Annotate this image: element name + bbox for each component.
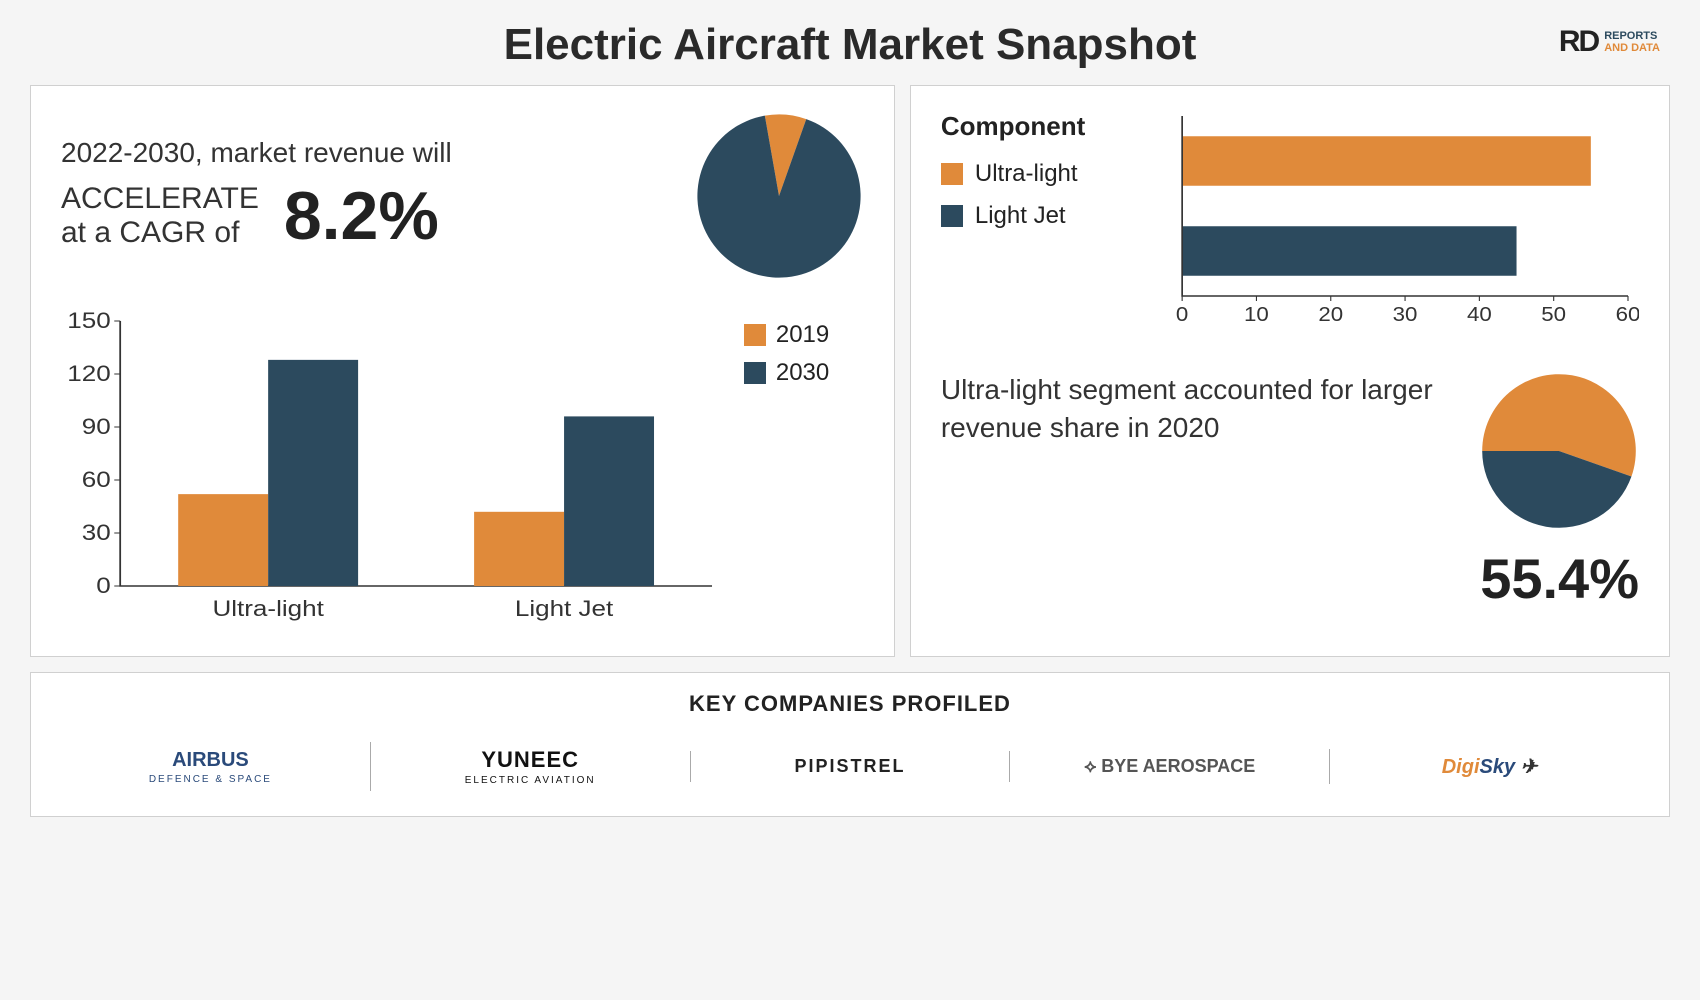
y-tick-label: 0 <box>96 574 110 599</box>
cagr-accelerate: ACCELERATE <box>61 182 259 215</box>
legend-row: Ultra-light <box>941 160 1141 188</box>
company-name: BYE AEROSPACE <box>1101 756 1255 776</box>
legend-row: 2030 <box>744 359 864 387</box>
y-tick-label: 90 <box>82 415 111 440</box>
legend-swatch <box>744 362 766 384</box>
legend-swatch <box>744 324 766 346</box>
companies-heading: KEY COMPANIES PROFILED <box>51 691 1649 717</box>
x-category-label: Light Jet <box>515 597 614 622</box>
x-tick-label: 40 <box>1467 304 1492 326</box>
component-hbar-chart: 0 10 20 30 40 50 60 <box>1171 111 1639 331</box>
hbar <box>1182 226 1516 276</box>
bar <box>268 360 358 586</box>
legend-label: 2030 <box>776 359 829 387</box>
panel-component: Component Ultra-light Light Jet 0 10 20 30 40… <box>910 85 1670 657</box>
y-tick-label: 30 <box>82 521 111 546</box>
bar <box>564 416 654 586</box>
x-category-label: Ultra-light <box>212 597 324 622</box>
company-name: PIPISTREL <box>794 756 905 776</box>
y-tick-label: 120 <box>67 362 110 387</box>
grouped-bar-legend: 2019 2030 <box>744 311 864 631</box>
logo-line2: AND DATA <box>1604 42 1660 54</box>
legend-label: 2019 <box>776 321 829 349</box>
cagr-at: at a CAGR of <box>61 216 239 249</box>
company-digisky: DigiSky ✈ <box>1329 749 1649 784</box>
x-tick-label: 30 <box>1393 304 1418 326</box>
company-sub: DEFENCE & SPACE <box>61 774 360 785</box>
logo-line1: REPORTS <box>1604 30 1657 42</box>
logo-mark: RD <box>1559 25 1598 59</box>
company-airbus: AIRBUS DEFENCE & SPACE <box>51 744 370 790</box>
company-sub: ELECTRIC AVIATION <box>381 775 680 786</box>
legend-label: Light Jet <box>975 202 1066 230</box>
company-name: AIRBUS <box>172 749 249 771</box>
brand-logo: RD REPORTS AND DATA <box>1559 25 1660 59</box>
companies-panel: KEY COMPANIES PROFILED AIRBUS DEFENCE & … <box>30 672 1670 817</box>
legend-swatch <box>941 205 963 227</box>
bar <box>178 494 268 586</box>
company-name: YUNEEC <box>481 747 579 772</box>
company-pipistrel: PIPISTREL <box>690 751 1010 782</box>
bar <box>474 512 564 586</box>
x-tick-label: 10 <box>1244 304 1269 326</box>
page-title: Electric Aircraft Market Snapshot <box>30 20 1670 70</box>
cagr-percent: 8.2% <box>284 177 439 255</box>
x-tick-label: 60 <box>1615 304 1639 326</box>
panel-cagr-bars: 2022-2030, market revenue will ACCELERAT… <box>30 85 895 657</box>
x-tick-label: 20 <box>1318 304 1343 326</box>
segment-pie-chart <box>1479 371 1639 531</box>
legend-row: 2019 <box>744 321 864 349</box>
company-yuneec: YUNEEC ELECTRIC AVIATION <box>370 742 690 791</box>
cagr-pie-chart <box>694 111 864 281</box>
y-tick-label: 150 <box>67 311 110 333</box>
component-heading: Component <box>941 111 1141 142</box>
cagr-intro: 2022-2030, market revenue will <box>61 137 664 169</box>
x-tick-label: 50 <box>1541 304 1566 326</box>
legend-row: Light Jet <box>941 202 1141 230</box>
legend-label: Ultra-light <box>975 160 1078 188</box>
legend-swatch <box>941 163 963 185</box>
grouped-bar-chart: 0 30 60 90 120 150 Ultra-light Light Jet <box>61 311 724 631</box>
x-tick-label: 0 <box>1176 304 1188 326</box>
hbar <box>1182 136 1591 186</box>
y-tick-label: 60 <box>82 468 111 493</box>
segment-percent: 55.4% <box>1479 546 1639 611</box>
segment-description: Ultra-light segment accounted for larger… <box>941 371 1449 447</box>
company-bye: ⟡ BYE AEROSPACE <box>1009 751 1329 782</box>
